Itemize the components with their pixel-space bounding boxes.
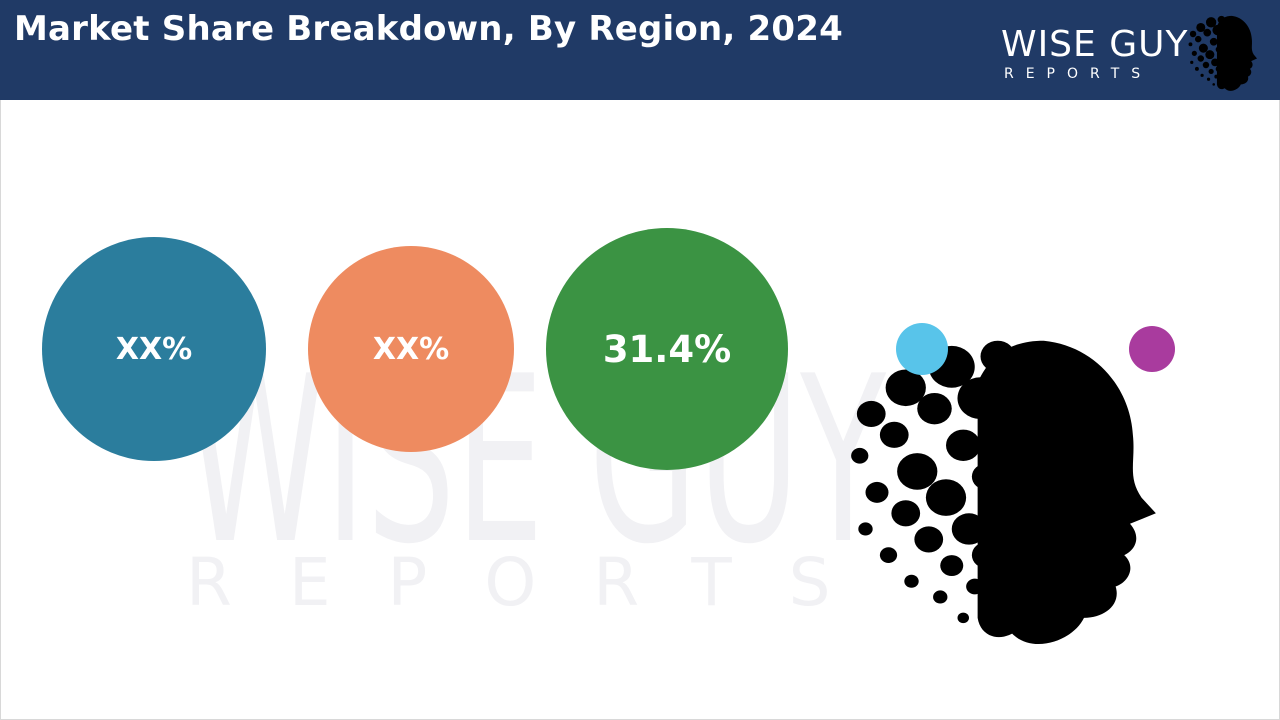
bubble-value-north-america: XX% xyxy=(115,331,193,367)
bubble-europe: XX% xyxy=(308,246,514,452)
header: Market Share Breakdown, By Region, 2024 … xyxy=(0,0,1280,100)
bubble-value-apac: 31.4% xyxy=(602,327,732,371)
bubble-north-america: XX% xyxy=(42,237,266,461)
brand-sub: REPORTS xyxy=(1003,65,1153,82)
brand-name: WISE GUY xyxy=(1000,23,1189,65)
svg-text:REPORTS: REPORTS xyxy=(186,544,888,621)
brand-logo: WISE GUY REPORTS xyxy=(1001,12,1262,96)
brand-text: WISE GUY REPORTS xyxy=(1000,23,1189,82)
wise-guy-head-icon xyxy=(1188,15,1258,91)
bubble-value-europe: XX% xyxy=(372,331,450,367)
bubble-mea xyxy=(1129,326,1175,372)
bubble-chart: WISE GUY REPORTS XX%North AmericaXX%Euro… xyxy=(0,100,1280,720)
page-title: Market Share Breakdown, By Region, 2024 xyxy=(14,9,843,49)
bubble-apac: 31.4% xyxy=(546,228,788,470)
bubble-south-america xyxy=(896,323,948,375)
